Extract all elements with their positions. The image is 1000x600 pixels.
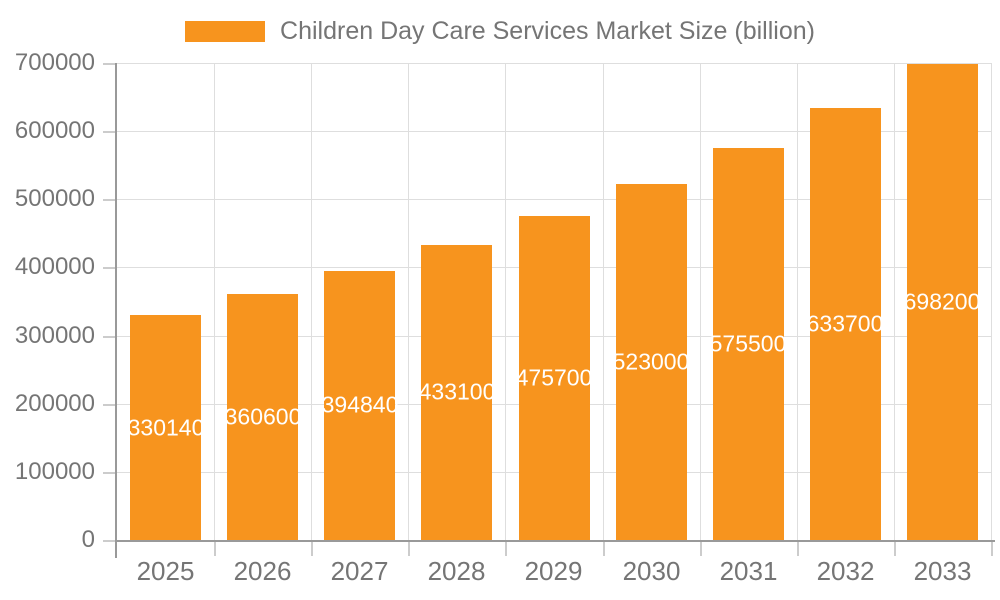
y-tick-label: 500000 xyxy=(14,185,95,212)
y-axis-tick xyxy=(103,472,117,474)
y-gridline xyxy=(117,63,991,64)
bar-2027[interactable] xyxy=(324,271,395,540)
legend-swatch xyxy=(185,20,266,42)
x-gridline xyxy=(408,63,409,540)
x-gridline xyxy=(505,63,506,540)
bar-2026[interactable] xyxy=(227,294,298,540)
y-tick-label: 300000 xyxy=(14,322,95,349)
x-gridline xyxy=(603,63,604,540)
bar-value-label: 433100 xyxy=(418,378,496,405)
y-axis-tick xyxy=(103,199,117,201)
legend-item[interactable]: Children Day Care Services Market Size (… xyxy=(185,17,815,45)
x-axis-tick xyxy=(214,540,216,556)
y-tick-label: 600000 xyxy=(14,117,95,144)
bar-2030[interactable] xyxy=(616,184,687,540)
x-gridline xyxy=(311,63,312,540)
bar-value-label: 330140 xyxy=(127,414,205,441)
x-tick-label: 2029 xyxy=(524,556,583,586)
y-axis-line xyxy=(115,63,117,558)
x-axis-tick xyxy=(311,540,313,556)
x-tick-label: 2033 xyxy=(913,556,972,586)
x-axis-tick xyxy=(700,540,702,556)
y-axis-tick xyxy=(103,63,117,65)
y-tick-label: 400000 xyxy=(14,253,95,280)
x-gridline xyxy=(797,63,798,540)
bar-2032[interactable] xyxy=(810,108,881,540)
y-axis-tick xyxy=(103,131,117,133)
x-axis-tick xyxy=(894,540,896,556)
y-axis-tick xyxy=(103,336,117,338)
legend: Children Day Care Services Market Size (… xyxy=(0,17,1000,45)
bar-value-label: 475700 xyxy=(515,364,593,391)
bar-value-label: 575500 xyxy=(709,330,787,357)
x-tick-label: 2030 xyxy=(622,556,681,586)
x-tick-label: 2031 xyxy=(719,556,778,586)
x-gridline xyxy=(700,63,701,540)
y-axis-tick xyxy=(103,404,117,406)
bar-value-label: 360600 xyxy=(224,403,302,430)
x-axis-tick xyxy=(408,540,410,556)
x-tick-label: 2032 xyxy=(816,556,875,586)
x-tick-label: 2028 xyxy=(427,556,486,586)
bar-2028[interactable] xyxy=(421,245,492,540)
bar-2029[interactable] xyxy=(519,216,590,540)
x-axis-tick xyxy=(603,540,605,556)
x-gridline xyxy=(894,63,895,540)
x-tick-label: 2027 xyxy=(330,556,389,586)
y-tick-label: 100000 xyxy=(14,458,95,485)
y-tick-label: 200000 xyxy=(14,390,95,417)
y-axis-tick xyxy=(103,267,117,269)
x-axis-tick xyxy=(505,540,507,556)
bar-value-label: 394840 xyxy=(321,391,399,418)
x-gridline xyxy=(991,63,992,540)
x-tick-label: 2025 xyxy=(136,556,195,586)
bar-value-label: 633700 xyxy=(806,310,884,337)
chart-title: Children Day Care Services Market Size (… xyxy=(280,17,815,45)
x-axis-line xyxy=(115,540,995,542)
bar-2031[interactable] xyxy=(713,148,784,540)
bar-value-label: 523000 xyxy=(612,348,690,375)
x-tick-label: 2026 xyxy=(233,556,292,586)
x-gridline xyxy=(214,63,215,540)
bar-value-label: 698200 xyxy=(903,288,981,315)
x-axis-tick xyxy=(991,540,993,556)
bar-2033[interactable] xyxy=(907,64,978,540)
y-axis-tick xyxy=(103,540,117,542)
y-tick-label: 700000 xyxy=(14,49,95,76)
y-tick-label: 0 xyxy=(81,526,95,553)
bar-2025[interactable] xyxy=(130,315,201,540)
x-axis-tick xyxy=(797,540,799,556)
